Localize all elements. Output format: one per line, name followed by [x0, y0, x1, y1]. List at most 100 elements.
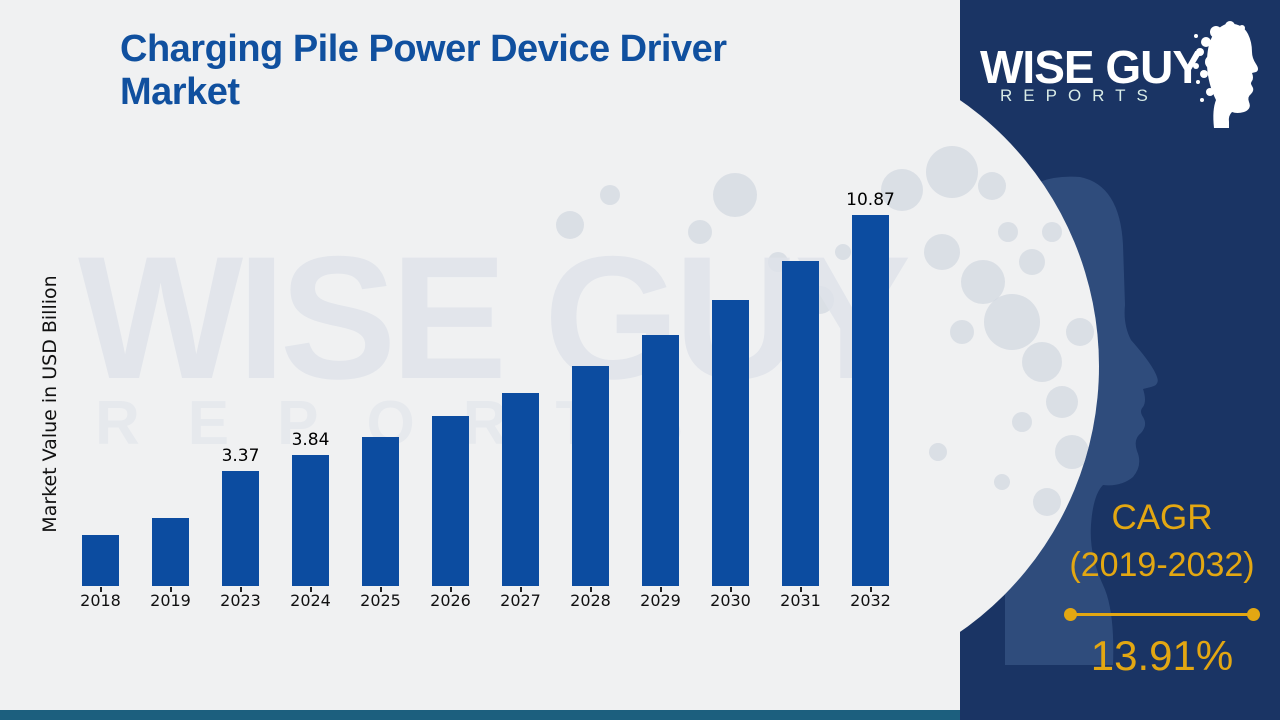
watermark-dot [984, 294, 1040, 350]
logo-dot [1226, 78, 1238, 90]
watermark-dot [835, 244, 851, 260]
watermark-dot [994, 474, 1010, 490]
watermark-dot [926, 146, 978, 198]
watermark-dot [1079, 471, 1099, 493]
bottom-accent-bar [0, 710, 960, 720]
bar-value-label-2032: 10.87 [846, 190, 895, 210]
x-axis-tick [519, 587, 522, 592]
logo-dot [1228, 30, 1240, 42]
x-axis-label-2029: 2029 [640, 591, 681, 610]
cagr-range: (2019-2032) [1069, 546, 1255, 584]
bar-2026 [432, 416, 469, 586]
cagr-label: CAGR [1111, 498, 1213, 537]
logo-dot [1210, 74, 1222, 86]
logo-dot [1226, 100, 1234, 108]
cagr-block: CAGR (2019-2032) 13.91% [1052, 498, 1272, 680]
x-axis-tick [449, 587, 452, 592]
x-axis-tick [729, 587, 732, 592]
cagr-value: 13.91% [1090, 632, 1234, 679]
logo-dot [1205, 55, 1219, 69]
logo-wiseguy-text: WISE GUY [980, 41, 1203, 93]
bar-2019 [152, 518, 189, 586]
watermark-dot [688, 220, 712, 244]
bar-2031 [782, 261, 819, 586]
watermark-dot [1055, 435, 1089, 469]
x-axis-label-2031: 2031 [780, 591, 821, 610]
watermark-dot [1033, 488, 1061, 516]
logo-dot [1210, 26, 1222, 38]
watermark-dot [1063, 540, 1087, 564]
logo-dot [1206, 88, 1214, 96]
bar-2024 [292, 455, 329, 586]
x-axis-label-2018: 2018 [80, 591, 121, 610]
logo-face-icon [1193, 21, 1258, 128]
watermark-dot [881, 169, 923, 211]
x-axis-label-2026: 2026 [430, 591, 471, 610]
logo-dot [1200, 70, 1208, 78]
x-axis-label-2032: 2032 [850, 591, 891, 610]
logo-dot [1242, 40, 1250, 48]
x-axis-label-2023: 2023 [220, 591, 261, 610]
bar-value-label-2023: 3.37 [221, 446, 260, 466]
logo-dot [1194, 34, 1198, 38]
logo-dot [1214, 40, 1230, 56]
watermark-dot [713, 173, 757, 217]
bar-2023 [222, 471, 259, 586]
bar-value-label-2024: 3.84 [291, 430, 330, 450]
watermark-dot [950, 320, 974, 344]
bar-2018 [82, 535, 119, 586]
logo-dot [1200, 98, 1204, 102]
logo-dot [1196, 80, 1200, 84]
x-axis-label-2025: 2025 [360, 591, 401, 610]
x-axis-label-2028: 2028 [570, 591, 611, 610]
logo-dot [1201, 37, 1211, 47]
logo-dot [1193, 63, 1199, 69]
x-axis-tick [239, 587, 242, 592]
watermark-dot [929, 443, 947, 461]
logo-dot [1233, 49, 1243, 59]
bar-2029 [642, 335, 679, 586]
logo-reports-text: REPORTS [1000, 86, 1159, 105]
chart-title: Charging Pile Power Device Driver Market [120, 28, 910, 113]
x-axis-tick [799, 587, 802, 592]
bar-2030 [712, 300, 749, 586]
cagr-underline [1064, 608, 1260, 621]
logo-dot [1239, 25, 1245, 31]
x-axis-tick [379, 587, 382, 592]
watermark-dot [1022, 342, 1062, 382]
watermark-dot [1066, 318, 1094, 346]
watermark-dot [998, 222, 1018, 242]
chart-title-line1: Charging Pile Power Device Driver [120, 28, 727, 70]
watermark-dot [600, 185, 620, 205]
x-axis-label-2030: 2030 [710, 591, 751, 610]
decorative-circle [451, 42, 1099, 690]
watermark-dot [924, 234, 960, 270]
x-axis-tick [169, 587, 172, 592]
watermark-dot [978, 172, 1006, 200]
x-axis-tick [99, 587, 102, 592]
bar-2028 [572, 366, 609, 586]
logo-dot [1196, 48, 1204, 56]
watermark-wiseguy-text: WISE GUY [78, 221, 911, 416]
x-axis-tick [869, 587, 872, 592]
watermark-dot [1019, 249, 1045, 275]
watermark-dot [1046, 386, 1078, 418]
x-axis-tick [589, 587, 592, 592]
logo-dot [1217, 89, 1227, 99]
bar-2032 [852, 215, 889, 586]
watermark-dot [1031, 563, 1049, 581]
watermark-dot [1012, 412, 1032, 432]
x-axis-label-2024: 2024 [290, 591, 331, 610]
bar-chart: 2018 2019 3.37 2023 3.84 2024 2025 2026 2027 2028… [80, 190, 895, 610]
x-axis-tick [659, 587, 662, 592]
bar-2027 [502, 393, 539, 586]
x-axis-label-2019: 2019 [150, 591, 191, 610]
x-axis-tick [309, 587, 312, 592]
logo-dot [1237, 93, 1243, 99]
chart-title-line2: Market [120, 70, 240, 113]
logo-dot [1230, 64, 1242, 76]
watermark-dot [1061, 585, 1075, 599]
logo-dot [1225, 21, 1235, 31]
watermark-dot [1042, 222, 1062, 242]
